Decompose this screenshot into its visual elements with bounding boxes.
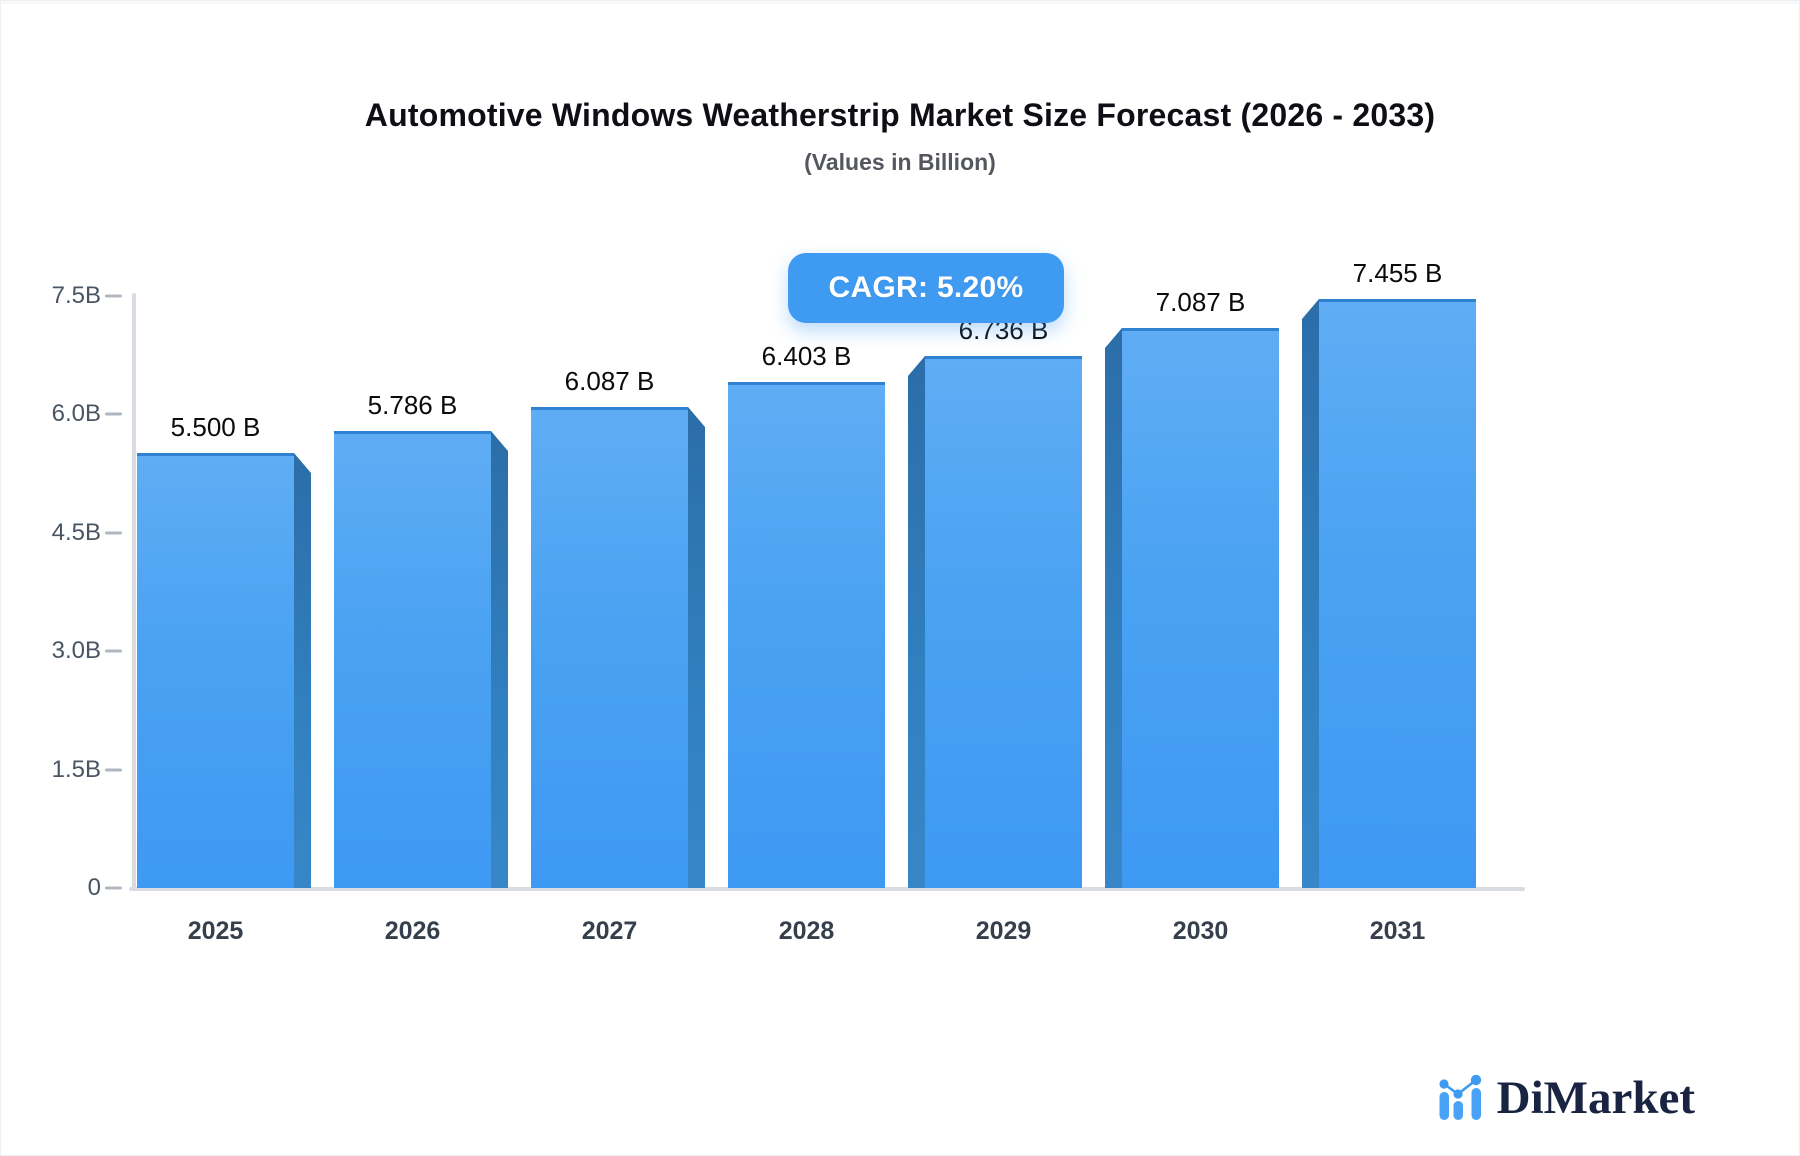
y-axis-tick-label: 0 bbox=[87, 874, 101, 901]
cagr-badge: CAGR: 5.20% bbox=[788, 253, 1064, 323]
bar-side-2026 bbox=[491, 431, 508, 888]
x-axis-label-2026: 2026 bbox=[384, 917, 441, 945]
bar-value-label-2025: 5.500 B bbox=[170, 412, 261, 442]
brand-logo[interactable]: DiMarket bbox=[1437, 1071, 1695, 1125]
y-axis-tick-label: 4.5B bbox=[51, 518, 101, 546]
bar-group-2027 bbox=[531, 407, 705, 888]
x-axis-label-2025: 2025 bbox=[187, 917, 244, 945]
bar-group-2029 bbox=[908, 356, 1082, 888]
y-axis-tick-mark bbox=[105, 531, 122, 534]
bar-2031[interactable] bbox=[1319, 299, 1476, 888]
bar-value-label-2031: 7.455 B bbox=[1352, 258, 1443, 288]
bar-2030[interactable] bbox=[1122, 328, 1279, 888]
cagr-badge-label: CAGR: 5.20% bbox=[828, 271, 1024, 304]
x-axis-label-2029: 2029 bbox=[975, 917, 1032, 945]
bar-side-2027 bbox=[688, 407, 705, 888]
bar-value-label-2027: 6.087 B bbox=[564, 366, 655, 396]
y-axis-tick-mark bbox=[105, 649, 122, 653]
bar-2028[interactable] bbox=[728, 382, 885, 888]
x-axis-baseline bbox=[129, 887, 1525, 891]
y-axis-tick-mark bbox=[105, 294, 122, 297]
chart-title: Automotive Windows Weatherstrip Market S… bbox=[364, 97, 1436, 133]
y-axis-tick-mark bbox=[105, 886, 122, 890]
bar-side-2030 bbox=[1105, 328, 1122, 888]
y-axis-tick-label: 1.5B bbox=[51, 755, 101, 783]
window-top-edge bbox=[1, 1, 1799, 4]
bar-group-2025 bbox=[137, 453, 311, 888]
x-axis-label-2027: 2027 bbox=[581, 917, 638, 945]
bar-2025[interactable] bbox=[137, 453, 294, 888]
bar-group-2028 bbox=[728, 382, 885, 888]
bar-2027[interactable] bbox=[531, 407, 688, 888]
y-axis-tick-label: 3.0B bbox=[51, 637, 101, 664]
bar-group-2031 bbox=[1302, 299, 1476, 888]
bar-side-2025 bbox=[294, 453, 311, 888]
bar-side-2031 bbox=[1302, 299, 1319, 888]
chart-subtitle: (Values in Billion) bbox=[804, 149, 996, 175]
x-axis-label-2028: 2028 bbox=[778, 917, 835, 945]
bar-value-label-2030: 7.087 B bbox=[1155, 287, 1246, 317]
x-axis-label-2031: 2031 bbox=[1369, 917, 1426, 945]
bar-group-2026 bbox=[334, 431, 508, 888]
bar-2029[interactable] bbox=[925, 356, 1082, 888]
y-axis-tick-label: 6.0B bbox=[51, 400, 101, 427]
bar-chart-logo-icon bbox=[1437, 1071, 1483, 1121]
y-axis-tick-label: 7.5B bbox=[51, 281, 101, 309]
bar-value-label-2028: 6.403 B bbox=[761, 341, 852, 371]
bar-group-2030 bbox=[1105, 328, 1279, 888]
bar-value-label-2026: 5.786 B bbox=[367, 390, 458, 420]
bar-side-2029 bbox=[908, 356, 925, 888]
y-axis-tick-mark bbox=[105, 768, 122, 771]
y-axis-line bbox=[132, 293, 136, 890]
x-axis-label-2030: 2030 bbox=[1172, 917, 1229, 945]
brand-wordmark: DiMarket bbox=[1496, 1072, 1695, 1125]
y-axis-tick-mark bbox=[105, 412, 122, 416]
bar-2026[interactable] bbox=[334, 431, 491, 888]
